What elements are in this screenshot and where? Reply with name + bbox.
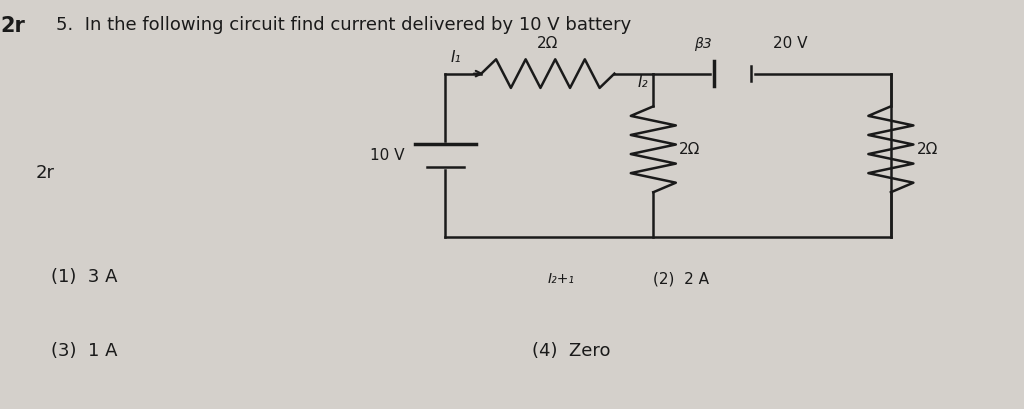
Text: 2r: 2r	[36, 164, 55, 182]
Text: 20 V: 20 V	[773, 36, 808, 51]
Text: I₁: I₁	[451, 50, 461, 65]
Text: 10 V: 10 V	[370, 148, 404, 163]
Text: (4)  Zero: (4) Zero	[532, 342, 611, 360]
Text: 2Ω: 2Ω	[916, 142, 938, 157]
Text: 2r: 2r	[0, 16, 25, 36]
Text: I₂+₁: I₂+₁	[548, 272, 574, 286]
Text: β3: β3	[694, 37, 712, 51]
Text: 2Ω: 2Ω	[679, 142, 700, 157]
Text: (1)  3 A: (1) 3 A	[51, 268, 118, 286]
Text: (3)  1 A: (3) 1 A	[51, 342, 118, 360]
Text: (2)  2 A: (2) 2 A	[653, 272, 710, 287]
Text: 2Ω: 2Ω	[538, 36, 558, 51]
Text: I₂: I₂	[638, 75, 648, 90]
Text: 5.  In the following circuit find current delivered by 10 V battery: 5. In the following circuit find current…	[56, 16, 632, 34]
